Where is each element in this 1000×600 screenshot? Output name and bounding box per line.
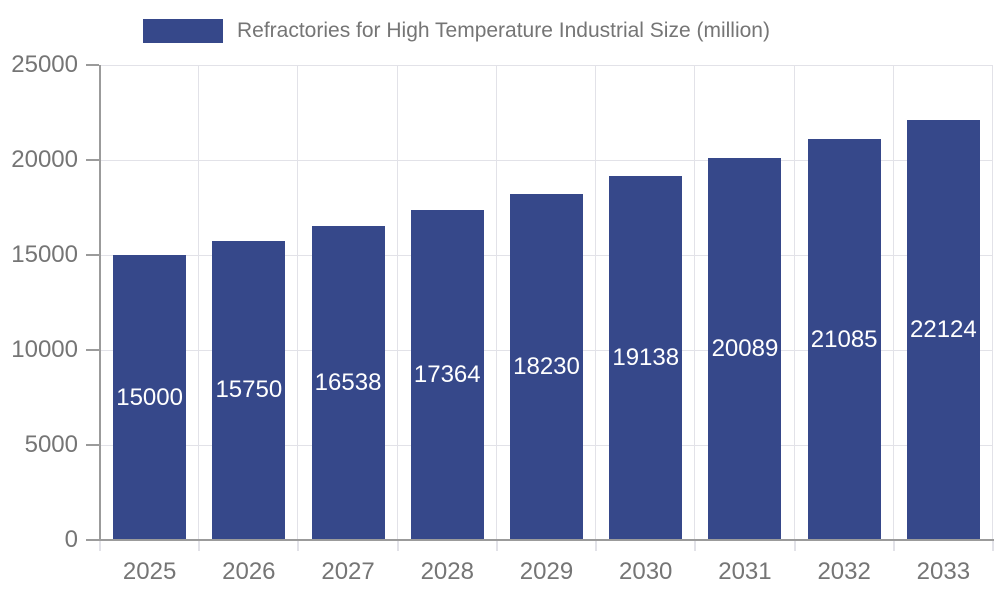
gridline-vertical — [793, 65, 795, 540]
y-tick-label: 10000 — [11, 336, 78, 363]
x-tick-mark — [198, 541, 201, 551]
bar: 15750 — [212, 240, 286, 540]
x-tick-mark — [892, 541, 895, 551]
bar: 20089 — [708, 158, 782, 540]
y-tick-mark — [86, 64, 99, 66]
gridline-vertical — [396, 65, 398, 540]
legend-label: Refractories for High Temperature Indust… — [237, 19, 770, 42]
bar-value-label: 17364 — [413, 361, 481, 389]
legend-swatch — [143, 19, 223, 43]
bar-value-label: 22124 — [910, 315, 977, 343]
x-tick-mark — [694, 541, 697, 551]
gridline-vertical — [595, 65, 597, 540]
x-tick-label: 2030 — [619, 558, 673, 585]
y-tick-label: 0 — [64, 526, 78, 553]
y-tick-label: 20000 — [11, 146, 78, 173]
x-tick-label: 2026 — [222, 558, 276, 585]
bar-value-label: 20089 — [711, 335, 779, 363]
bar-value-label: 19138 — [612, 344, 680, 372]
x-tick-mark — [495, 541, 498, 551]
gridline-vertical — [495, 65, 497, 540]
bar: 22124 — [906, 119, 980, 540]
x-tick-label: 2033 — [916, 558, 971, 585]
gridline-vertical — [892, 65, 894, 540]
bar-value-label: 15750 — [215, 376, 283, 404]
y-axis-line — [99, 65, 101, 541]
bar-value-label: 18230 — [513, 352, 580, 380]
x-tick-label: 2031 — [718, 558, 772, 585]
y-tick-label: 15000 — [11, 241, 78, 268]
x-tick-mark — [992, 541, 994, 551]
y-axis-labels: 0 5000 10000 15000 20000 25000 — [0, 0, 78, 600]
x-tick-label: 2025 — [122, 558, 177, 585]
bar: 18230 — [510, 193, 583, 540]
y-tick-mark — [86, 444, 99, 446]
gridline-vertical — [992, 65, 993, 540]
x-tick-mark — [297, 541, 300, 551]
bar: 19138 — [609, 176, 683, 540]
x-axis-line — [99, 539, 994, 541]
y-tick-mark — [86, 539, 99, 541]
gridline-horizontal — [100, 65, 993, 66]
x-tick-mark — [99, 541, 101, 551]
x-tick-mark — [595, 541, 598, 551]
bar-value-label: 16538 — [314, 368, 382, 396]
bar: 17364 — [410, 210, 484, 540]
plot-area: 15000 15750 16538 17364 18230 19138 20089 21085… — [100, 65, 993, 540]
bar: 21085 — [807, 139, 881, 540]
y-tick-mark — [86, 254, 99, 256]
gridline-vertical — [297, 65, 299, 540]
bar: 15000 — [113, 255, 187, 540]
bar-value-label: 21085 — [810, 325, 878, 353]
y-tick-mark — [86, 159, 99, 161]
legend: Refractories for High Temperature Indust… — [143, 19, 770, 43]
gridline-horizontal — [100, 160, 993, 161]
bar-value-label: 15000 — [116, 383, 183, 411]
x-tick-label: 2029 — [519, 558, 574, 585]
x-tick-mark — [793, 541, 796, 551]
y-tick-mark — [86, 349, 99, 351]
x-tick-label: 2028 — [420, 558, 474, 585]
gridline-vertical — [198, 65, 200, 540]
bar: 16538 — [311, 225, 385, 540]
x-tick-label: 2032 — [817, 558, 871, 585]
gridline-vertical — [694, 65, 696, 540]
y-tick-label: 5000 — [24, 431, 78, 458]
x-tick-mark — [396, 541, 399, 551]
y-tick-label: 25000 — [11, 51, 78, 78]
x-tick-label: 2027 — [321, 558, 375, 585]
